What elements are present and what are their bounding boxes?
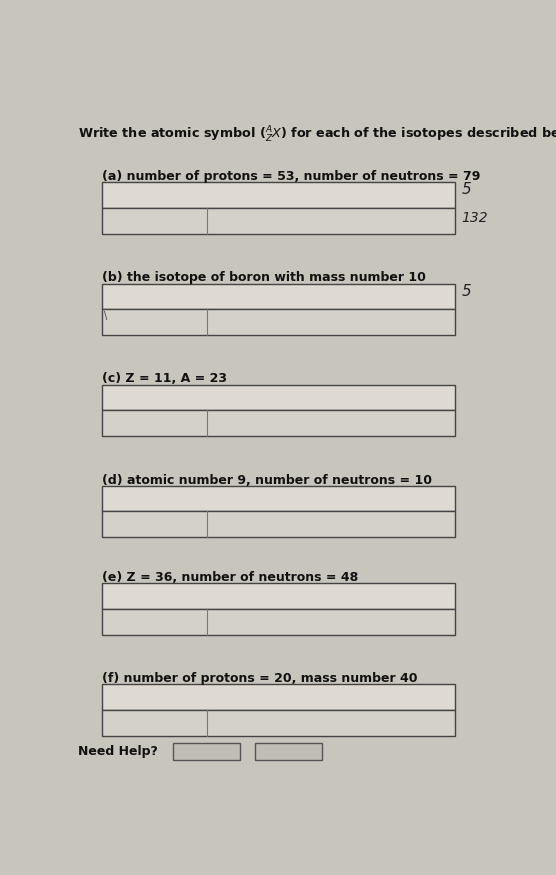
Text: (d) atomic number 9, number of neutrons = 10: (d) atomic number 9, number of neutrons … [102, 473, 432, 487]
Text: Need Help?: Need Help? [78, 746, 158, 759]
Bar [102, 208, 455, 234]
Bar [102, 284, 455, 309]
Text: (e) Z = 36, number of neutrons = 48: (e) Z = 36, number of neutrons = 48 [102, 571, 358, 584]
Text: Watch It: Watch It [265, 746, 311, 757]
Bar [102, 609, 455, 634]
Bar [102, 511, 455, 537]
Text: Read It: Read It [187, 746, 226, 757]
Bar [102, 684, 455, 710]
Bar [173, 744, 240, 760]
Bar [102, 385, 455, 410]
Text: \: \ [104, 312, 107, 321]
Text: (c) Z = 11, A = 23: (c) Z = 11, A = 23 [102, 373, 227, 386]
Text: 5: 5 [461, 284, 471, 298]
Text: (b) the isotope of boron with mass number 10: (b) the isotope of boron with mass numbe… [102, 271, 426, 284]
Text: 132: 132 [461, 212, 488, 226]
Bar [102, 486, 455, 511]
Text: (a) number of protons = 53, number of neutrons = 79: (a) number of protons = 53, number of ne… [102, 171, 480, 184]
Bar [255, 744, 321, 760]
Bar [102, 584, 455, 609]
Text: (f) number of protons = 20, mass number 40: (f) number of protons = 20, mass number … [102, 672, 418, 685]
Bar [102, 710, 455, 736]
Text: Write the atomic symbol ($^A_ZX$) for each of the isotopes described below.: Write the atomic symbol ($^A_ZX$) for ea… [78, 125, 556, 145]
Bar [102, 309, 455, 335]
Text: 5: 5 [461, 183, 471, 198]
Bar [102, 183, 455, 208]
Bar [102, 410, 455, 436]
